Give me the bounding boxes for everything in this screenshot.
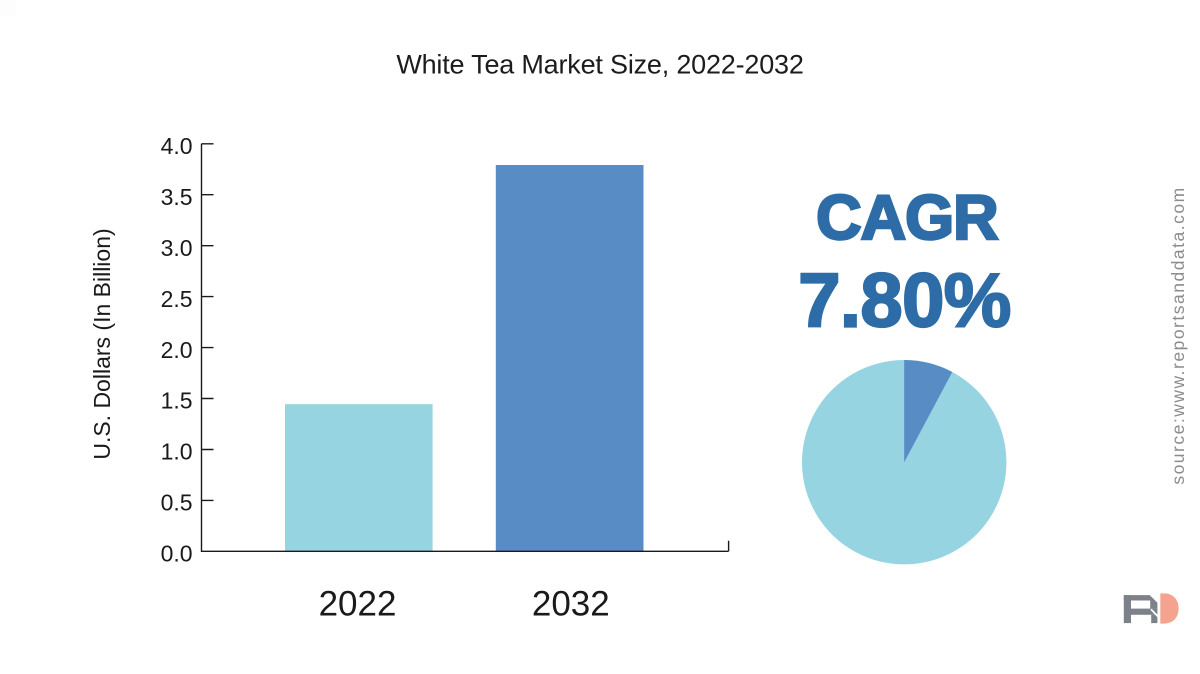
svg-text:0.5: 0.5 bbox=[161, 490, 193, 516]
svg-text:2032: 2032 bbox=[532, 584, 610, 623]
svg-text:4.0: 4.0 bbox=[161, 133, 193, 159]
svg-text:White Tea Market Size, 2022-20: White Tea Market Size, 2022-2032 bbox=[396, 49, 803, 79]
svg-text:3.0: 3.0 bbox=[161, 235, 193, 261]
svg-text:3.5: 3.5 bbox=[161, 184, 193, 210]
svg-text:U.S. Dollars (In Billion): U.S. Dollars (In Billion) bbox=[89, 228, 115, 459]
svg-text:0.0: 0.0 bbox=[161, 541, 193, 567]
svg-text:2022: 2022 bbox=[319, 584, 397, 623]
svg-text:2.0: 2.0 bbox=[161, 337, 193, 363]
svg-text:1.5: 1.5 bbox=[161, 388, 193, 414]
svg-text:7.80%: 7.80% bbox=[798, 258, 1011, 343]
svg-text:CAGR: CAGR bbox=[816, 183, 998, 253]
svg-text:2.5: 2.5 bbox=[161, 286, 193, 312]
svg-text:source:www.reportsanddata.com: source:www.reportsanddata.com bbox=[1168, 186, 1188, 484]
svg-text:1.0: 1.0 bbox=[161, 439, 193, 465]
